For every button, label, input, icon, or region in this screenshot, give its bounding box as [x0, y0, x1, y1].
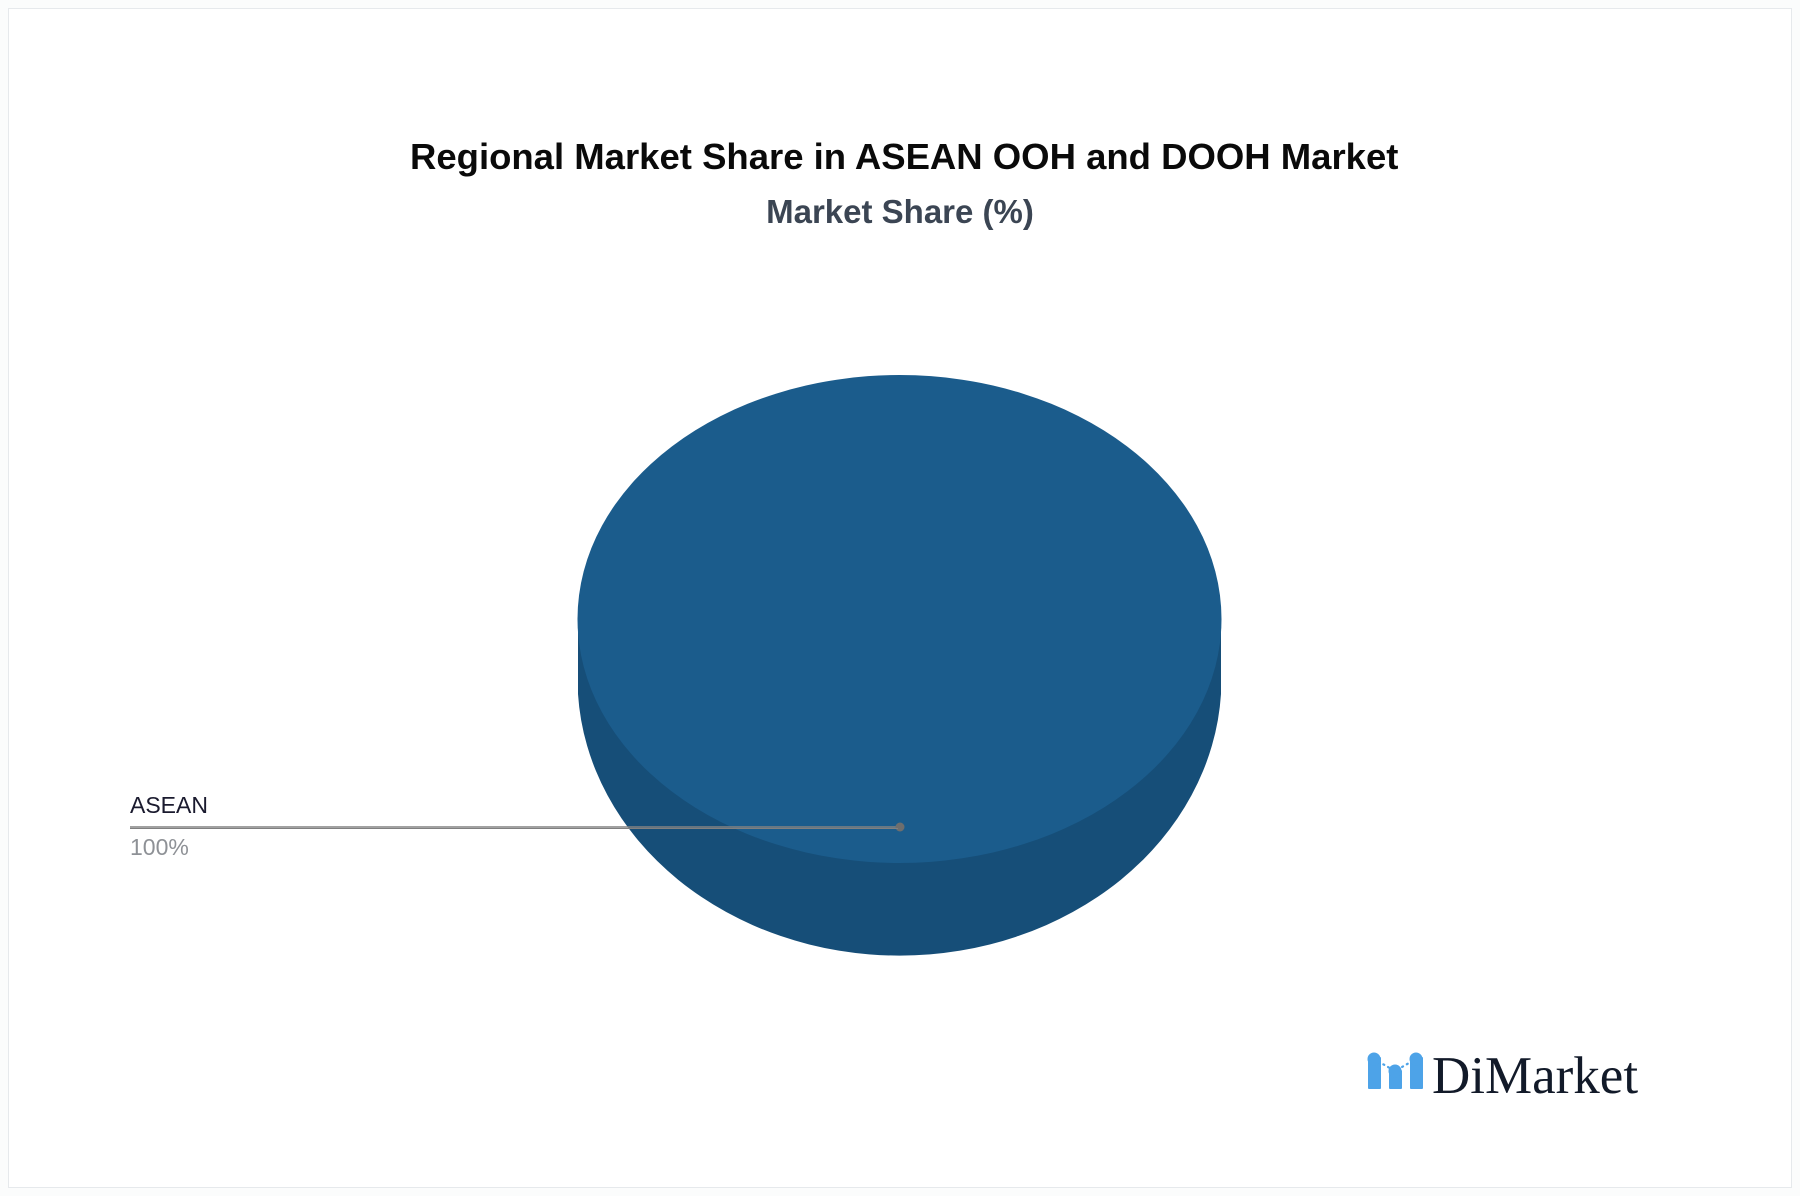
- svg-text:DiMarket: DiMarket: [1432, 1047, 1638, 1105]
